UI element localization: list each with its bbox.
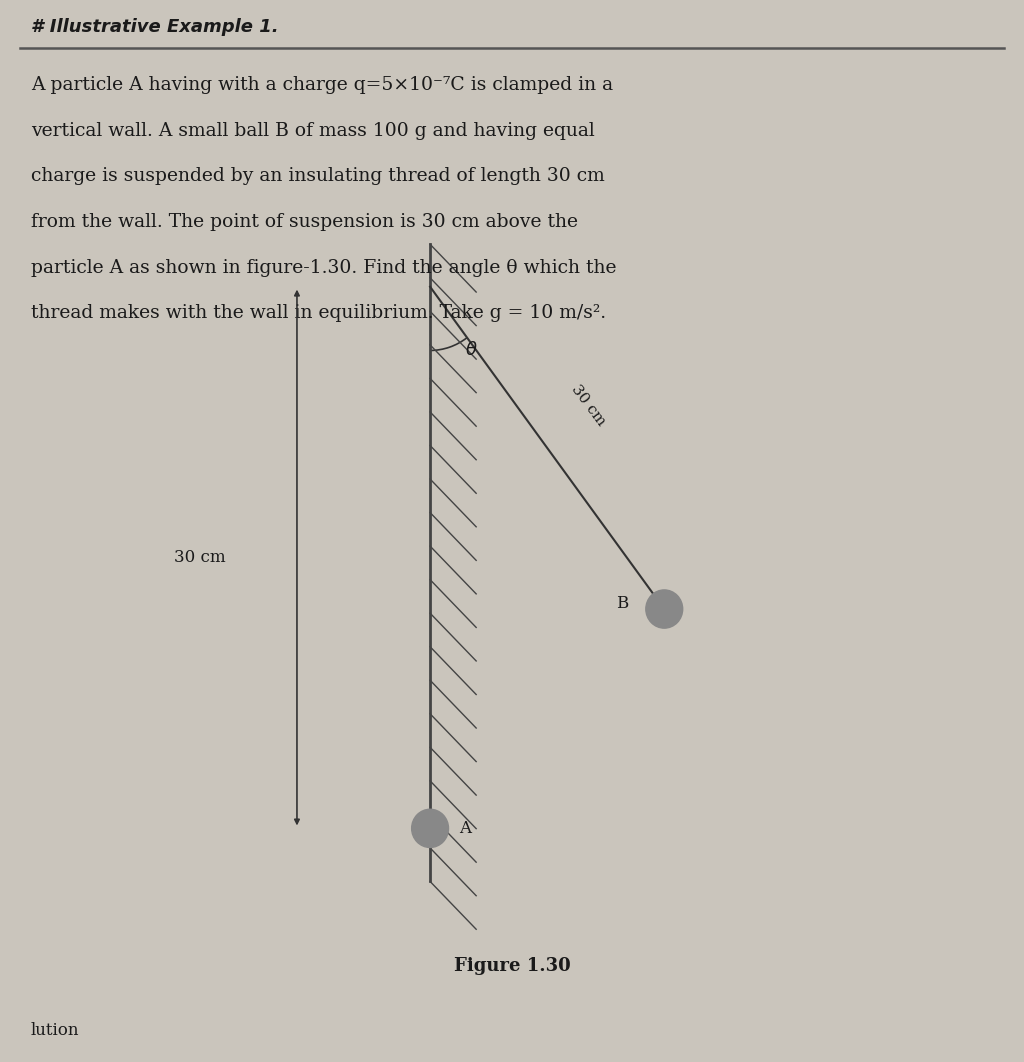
Text: particle A as shown in figure-1.30. Find the angle θ which the: particle A as shown in figure-1.30. Find… <box>31 259 616 276</box>
Text: Figure 1.30: Figure 1.30 <box>454 958 570 975</box>
Text: charge is suspended by an insulating thread of length 30 cm: charge is suspended by an insulating thr… <box>31 168 604 185</box>
Text: $\theta$: $\theta$ <box>465 342 477 359</box>
Text: # Illustrative Example 1.: # Illustrative Example 1. <box>31 18 279 35</box>
Text: A particle A having with a charge q=5×10⁻⁷C is clamped in a: A particle A having with a charge q=5×10… <box>31 76 612 93</box>
Circle shape <box>646 589 683 628</box>
Text: from the wall. The point of suspension is 30 cm above the: from the wall. The point of suspension i… <box>31 213 578 230</box>
Circle shape <box>412 809 449 847</box>
Text: 30 cm: 30 cm <box>568 382 608 428</box>
Text: 30 cm: 30 cm <box>174 549 225 566</box>
Text: thread makes with the wall in equilibrium. Take g = 10 m/s².: thread makes with the wall in equilibriu… <box>31 305 606 322</box>
Text: A: A <box>459 820 471 837</box>
Text: B: B <box>616 595 629 612</box>
Text: vertical wall. A small ball B of mass 100 g and having equal: vertical wall. A small ball B of mass 10… <box>31 122 595 139</box>
Text: lution: lution <box>31 1022 79 1039</box>
